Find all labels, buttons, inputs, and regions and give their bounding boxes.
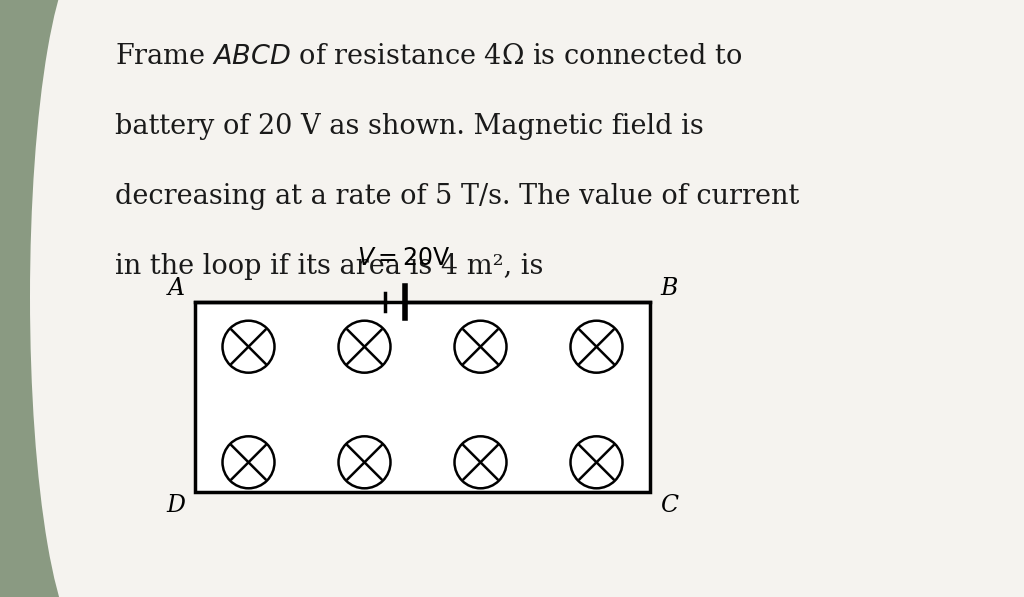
Circle shape bbox=[339, 321, 390, 373]
Circle shape bbox=[339, 436, 390, 488]
Ellipse shape bbox=[30, 0, 150, 597]
Circle shape bbox=[455, 436, 507, 488]
Circle shape bbox=[570, 436, 623, 488]
Circle shape bbox=[455, 321, 507, 373]
Text: in the loop if its area is 4 m², is: in the loop if its area is 4 m², is bbox=[115, 254, 544, 281]
Circle shape bbox=[222, 436, 274, 488]
Circle shape bbox=[570, 321, 623, 373]
Text: D: D bbox=[166, 494, 185, 517]
Text: B: B bbox=[660, 277, 677, 300]
Bar bbox=[195, 302, 650, 492]
Text: A: A bbox=[168, 277, 185, 300]
Polygon shape bbox=[90, 0, 1024, 597]
Text: decreasing at a rate of 5 T/s. The value of current: decreasing at a rate of 5 T/s. The value… bbox=[115, 183, 800, 211]
Circle shape bbox=[222, 321, 274, 373]
Text: C: C bbox=[660, 494, 678, 517]
Text: $V = 20\mathrm{V}$: $V = 20\mathrm{V}$ bbox=[356, 247, 450, 270]
Text: battery of 20 V as shown. Magnetic field is: battery of 20 V as shown. Magnetic field… bbox=[115, 113, 703, 140]
Text: Frame $ABCD$ of resistance 4Ω is connected to: Frame $ABCD$ of resistance 4Ω is connect… bbox=[115, 44, 742, 70]
